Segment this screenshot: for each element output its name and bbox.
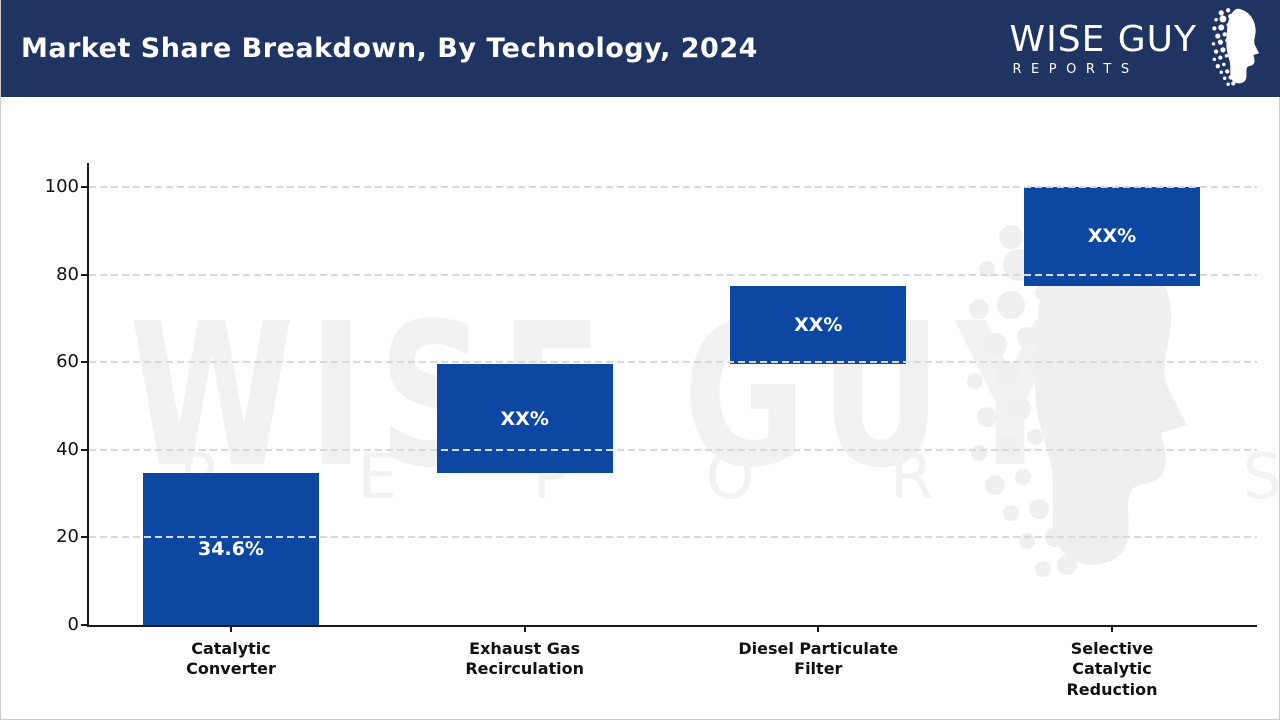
x-axis-tick <box>1111 625 1113 632</box>
x-axis-tick <box>817 625 820 632</box>
y-axis-tick-label: 0 <box>67 614 79 635</box>
x-axis-category-label: Selective Catalytic Reduction <box>1066 639 1158 699</box>
dotted-face-logo-icon <box>1211 8 1260 86</box>
brand-logo-text: WISE GUY REPORTS <box>1009 18 1198 77</box>
brand-name: WISE GUY <box>1009 18 1197 60</box>
bar-segment: XX% <box>1024 187 1200 286</box>
y-axis-tick <box>81 273 88 276</box>
bar-value-label: XX% <box>794 313 843 336</box>
chart-title: Market Share Breakdown, By Technology, 2… <box>21 33 758 64</box>
y-gridline <box>89 273 1257 276</box>
x-axis-tick <box>523 625 526 632</box>
y-gridline <box>89 361 1257 364</box>
y-axis-tick <box>81 361 88 364</box>
brand-subtitle: REPORTS <box>1012 61 1139 77</box>
x-axis-category-label: Diesel Particulate Filter <box>738 639 899 679</box>
y-axis-spine <box>87 163 89 627</box>
y-axis-tick-label: 60 <box>56 351 79 373</box>
bar-segment: XX% <box>730 285 907 365</box>
y-gridline <box>89 448 1257 451</box>
y-axis-tick <box>81 624 88 626</box>
y-axis-tick <box>81 448 88 451</box>
y-gridline <box>89 536 1257 539</box>
x-axis-category-label: Exhaust Gas Recirculation <box>465 639 585 679</box>
x-axis-tick <box>230 625 232 632</box>
bar-value-label: XX% <box>500 407 549 430</box>
y-axis-tick-label: 80 <box>56 263 79 285</box>
x-axis-category-label: Catalytic Converter <box>186 639 276 679</box>
bar-value-label: 34.6% <box>198 538 264 561</box>
brand-logo: WISE GUY REPORTS <box>1010 4 1268 94</box>
y-axis-tick-label: 20 <box>56 526 79 548</box>
header-bar: Market Share Breakdown, By Technology, 2… <box>1 0 1280 97</box>
y-axis-tick-label: 100 <box>44 176 79 197</box>
bar-segment: 34.6% <box>143 473 319 625</box>
x-axis-spine <box>87 625 1257 627</box>
bar-segment: XX% <box>436 364 613 474</box>
y-axis-tick <box>81 536 88 539</box>
bar-value-label: XX% <box>1087 225 1137 248</box>
y-gridline <box>89 186 1257 188</box>
y-axis-tick-label: 40 <box>56 438 79 460</box>
y-axis-tick <box>81 186 88 188</box>
